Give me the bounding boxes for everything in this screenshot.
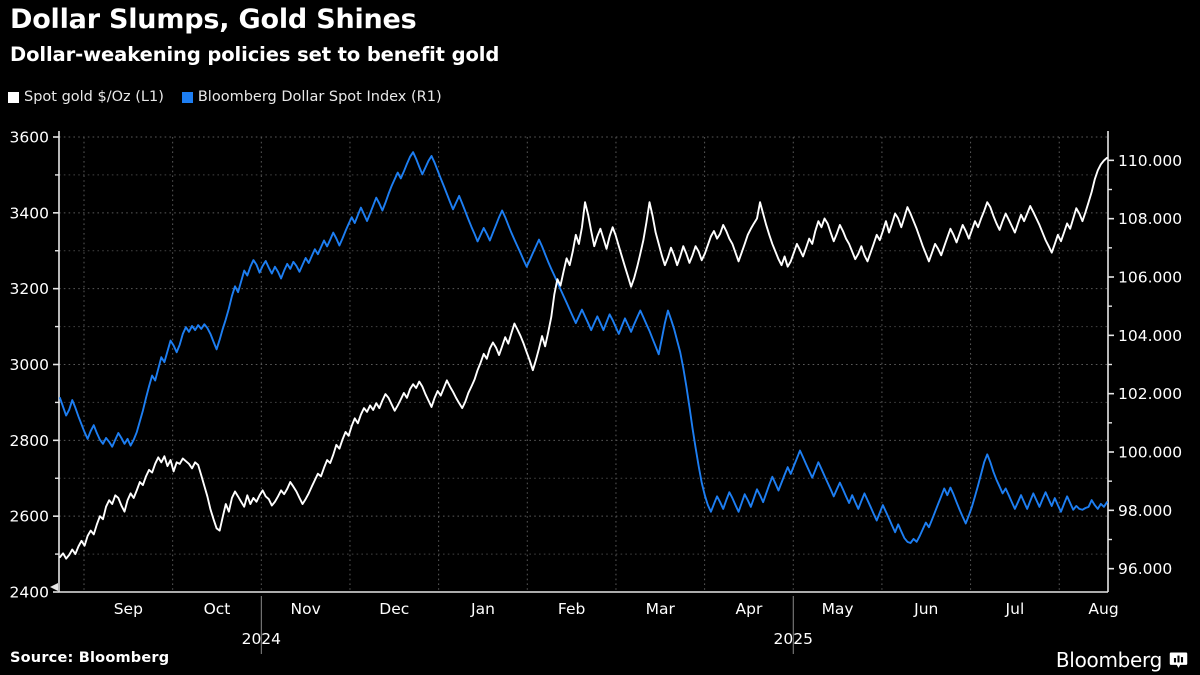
tick-label-right: 106.000 [1118, 269, 1182, 287]
x-tick-label: Jun [913, 600, 938, 618]
x-tick-label: Feb [558, 600, 585, 618]
tick-label-right: 100.000 [1118, 444, 1182, 462]
x-tick-label: Oct [204, 600, 231, 618]
tick-label-right: 102.000 [1118, 385, 1182, 403]
x-tick-label: Dec [379, 600, 409, 618]
tick-label-left: 2800 [10, 432, 49, 450]
tick-label-right: 104.000 [1118, 327, 1182, 345]
chart-legend: Spot gold $/Oz (L1) Bloomberg Dollar Spo… [8, 89, 442, 105]
tick-label-right: 108.000 [1118, 210, 1182, 228]
tick-label-left: 3400 [10, 204, 49, 222]
legend-item-dollar: Bloomberg Dollar Spot Index (R1) [181, 89, 442, 105]
x-tick-label: Sep [114, 600, 143, 618]
bloomberg-brand: Bloomberg [1056, 648, 1188, 672]
tick-label-left: 3600 [10, 129, 49, 147]
legend-item-gold: Spot gold $/Oz (L1) [8, 89, 164, 105]
x-tick-label: Aug [1088, 600, 1118, 618]
legend-label-gold: Spot gold $/Oz (L1) [24, 89, 164, 105]
x-tick-label: Apr [736, 600, 763, 618]
axis-origin-arrow [50, 583, 58, 591]
x-tick-label: Jul [1005, 600, 1025, 618]
x-tick-label: Jan [470, 600, 495, 618]
tick-label-left: 2600 [10, 508, 49, 526]
tick-label-left: 3200 [10, 280, 49, 298]
bloomberg-bars-icon [1169, 652, 1188, 668]
source-note: Source: Bloomberg [10, 650, 170, 666]
legend-swatch-gold [8, 91, 19, 103]
x-tick-label: Nov [291, 600, 321, 618]
series-line-gold [59, 156, 1108, 560]
series-line-dollar [59, 151, 1108, 544]
x-tick-label: May [822, 600, 854, 618]
legend-swatch-dollar [181, 91, 193, 103]
tick-label-right: 98.000 [1118, 502, 1172, 520]
page-title: Dollar Slumps, Gold Shines [10, 4, 417, 35]
tick-label-left: 3000 [10, 356, 49, 374]
tick-label-right: 110.000 [1118, 152, 1182, 170]
x-tick-label: Mar [646, 600, 676, 618]
tick-label-left: 2400 [10, 584, 49, 602]
legend-label-dollar: Bloomberg Dollar Spot Index (R1) [197, 89, 442, 105]
tick-label-right: 96.000 [1118, 560, 1172, 578]
brand-wordmark: Bloomberg [1055, 648, 1162, 672]
page-subtitle: Dollar-weakening policies set to benefit… [10, 43, 500, 66]
